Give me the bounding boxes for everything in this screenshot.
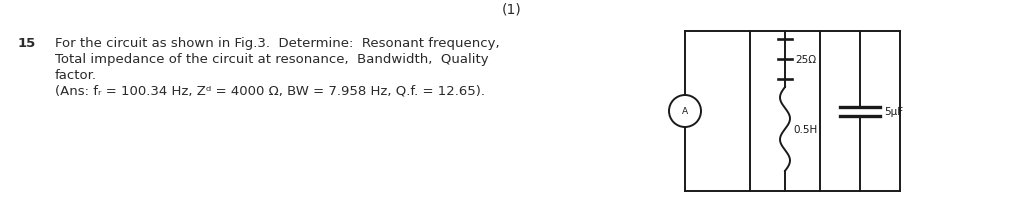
Text: A: A (682, 107, 688, 116)
Text: Total impedance of the circuit at resonance,  Bandwidth,  Quality: Total impedance of the circuit at resona… (55, 53, 488, 66)
Text: 25Ω: 25Ω (795, 55, 816, 65)
Text: (Ans: fᵣ = 100.34 Hz, Zᵈ = 4000 Ω, BW = 7.958 Hz, Q.f. = 12.65).: (Ans: fᵣ = 100.34 Hz, Zᵈ = 4000 Ω, BW = … (55, 85, 485, 97)
Text: 0.5H: 0.5H (793, 124, 817, 134)
Text: 5μF: 5μF (884, 107, 903, 116)
Text: (1): (1) (502, 2, 522, 16)
Text: For the circuit as shown in Fig.3.  Determine:  Resonant frequency,: For the circuit as shown in Fig.3. Deter… (55, 37, 500, 50)
Text: 15: 15 (18, 37, 36, 50)
Text: factor.: factor. (55, 69, 97, 82)
